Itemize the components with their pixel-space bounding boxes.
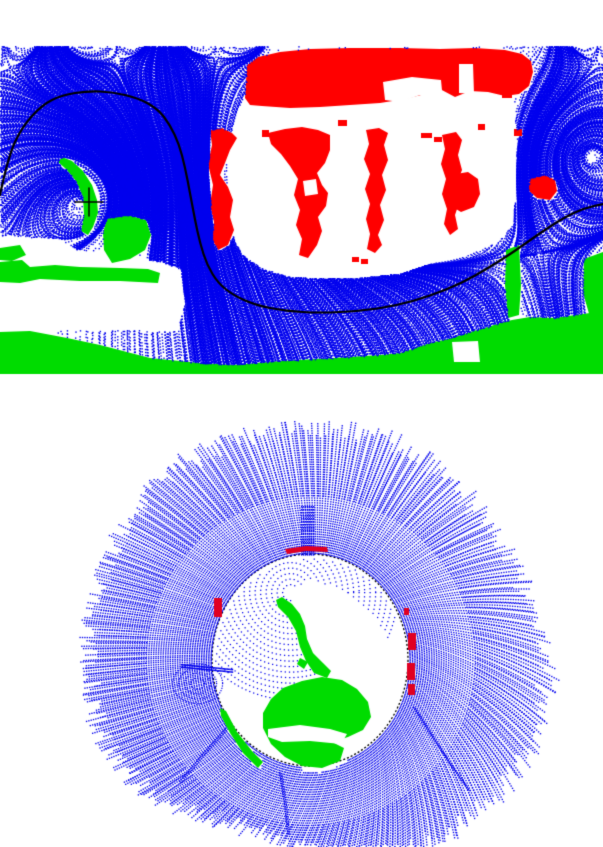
flux-map-canvas bbox=[0, 45, 603, 375]
flux-map-panel bbox=[0, 45, 603, 375]
disk-view-panel bbox=[0, 420, 603, 847]
disk-view-canvas bbox=[0, 420, 603, 847]
